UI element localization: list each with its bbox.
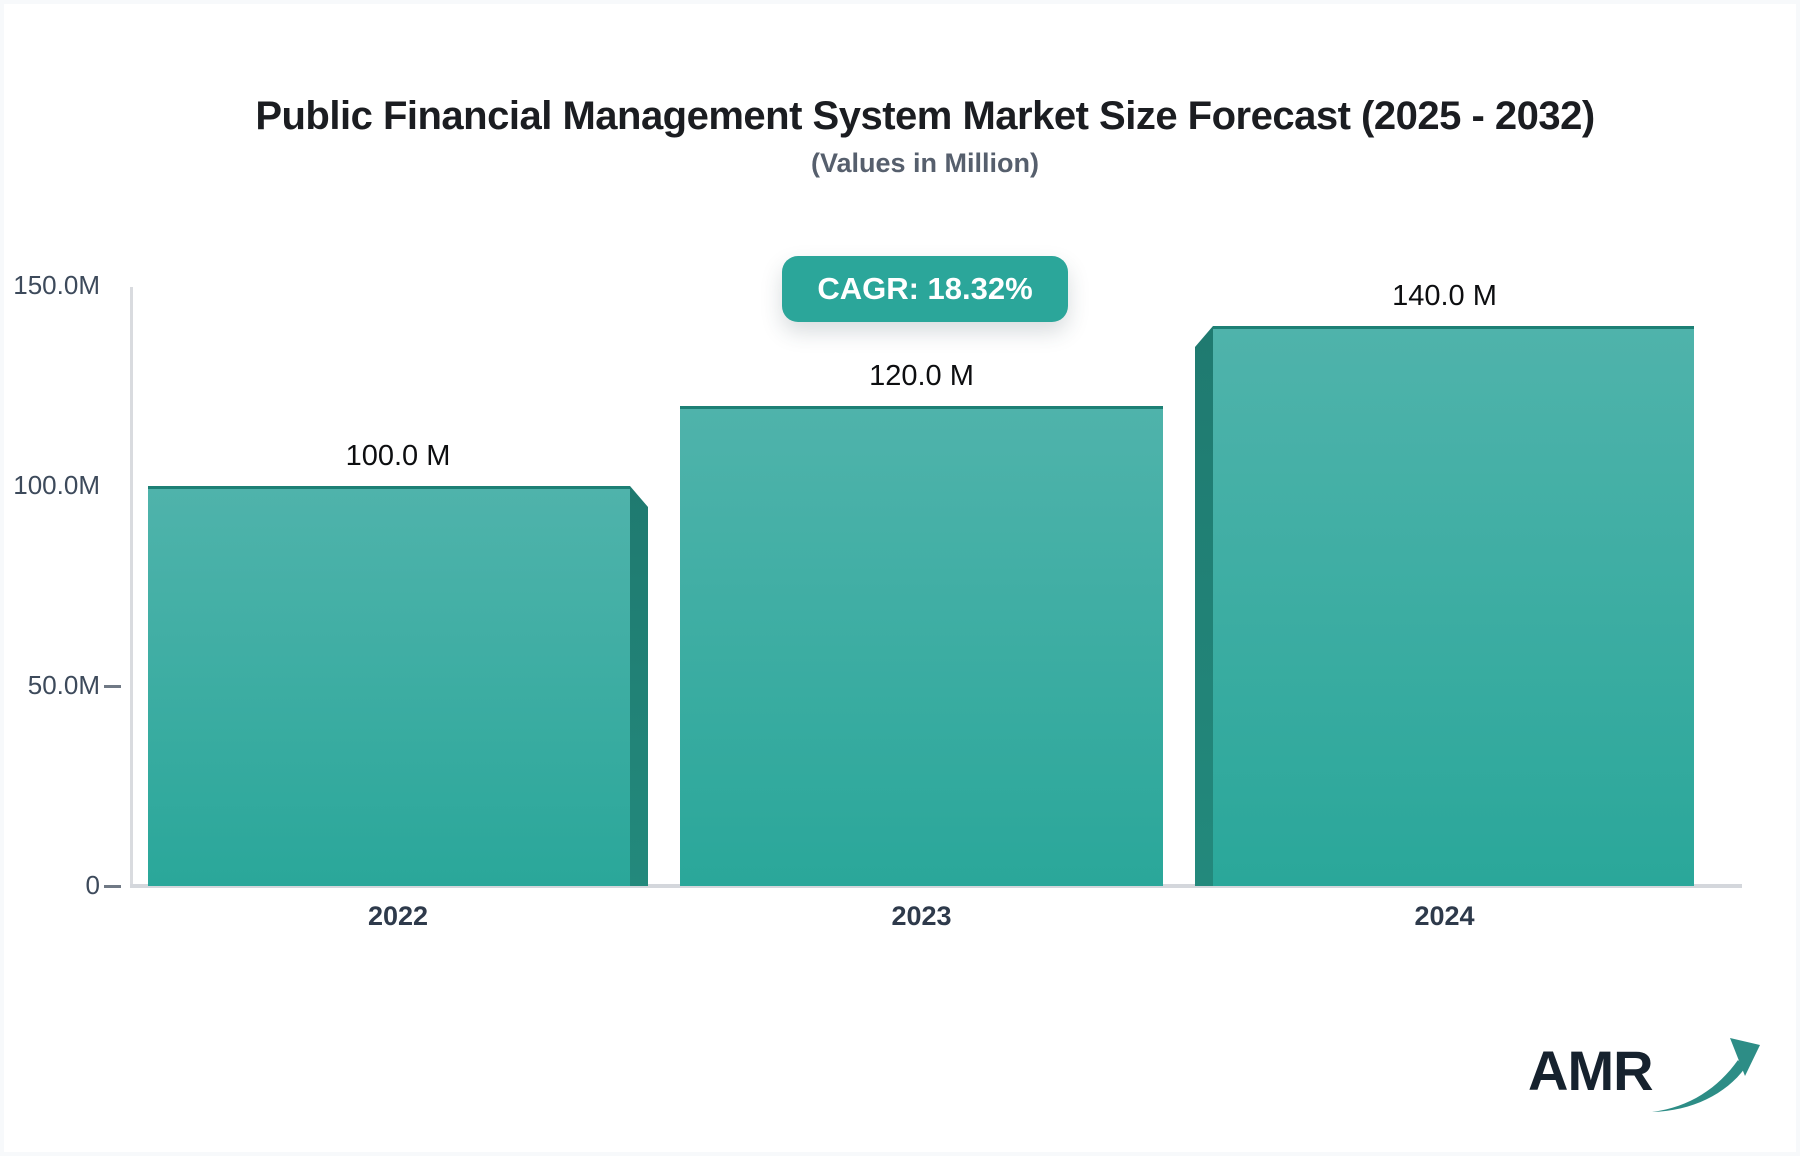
bar (1213, 326, 1694, 886)
bar-side-face (630, 486, 648, 886)
chart-title: Public Financial Management System Marke… (255, 94, 1595, 138)
y-tick-label: 50.0M (27, 670, 100, 700)
y-tick-label: 0 (85, 870, 100, 900)
amr-logo-text: AMR (1528, 1039, 1654, 1102)
y-tick-label: 150.0M (13, 270, 100, 300)
bar (148, 486, 630, 886)
amr-logo: AMR (1528, 1032, 1760, 1122)
x-axis-label: 2023 (891, 901, 952, 931)
cagr-badge: CAGR: 18.32% (782, 256, 1068, 322)
y-tick-dash (104, 685, 121, 688)
y-axis-line (130, 287, 133, 886)
bar (680, 406, 1163, 886)
chart-subtitle: (Values in Million) (810, 148, 1040, 178)
bar-value-label: 140.0 M (1392, 280, 1497, 312)
bar-value-label: 100.0 M (345, 440, 451, 472)
y-tick-dash (104, 885, 121, 888)
growth-arrow-icon (1652, 1038, 1760, 1112)
bar-value-label: 120.0 M (869, 360, 974, 392)
y-tick-label: 100.0M (13, 470, 100, 500)
x-axis-baseline (130, 884, 1742, 888)
x-axis-label: 2022 (367, 901, 429, 931)
x-axis-label: 2024 (1414, 901, 1475, 931)
bar-side-face (1195, 326, 1213, 886)
